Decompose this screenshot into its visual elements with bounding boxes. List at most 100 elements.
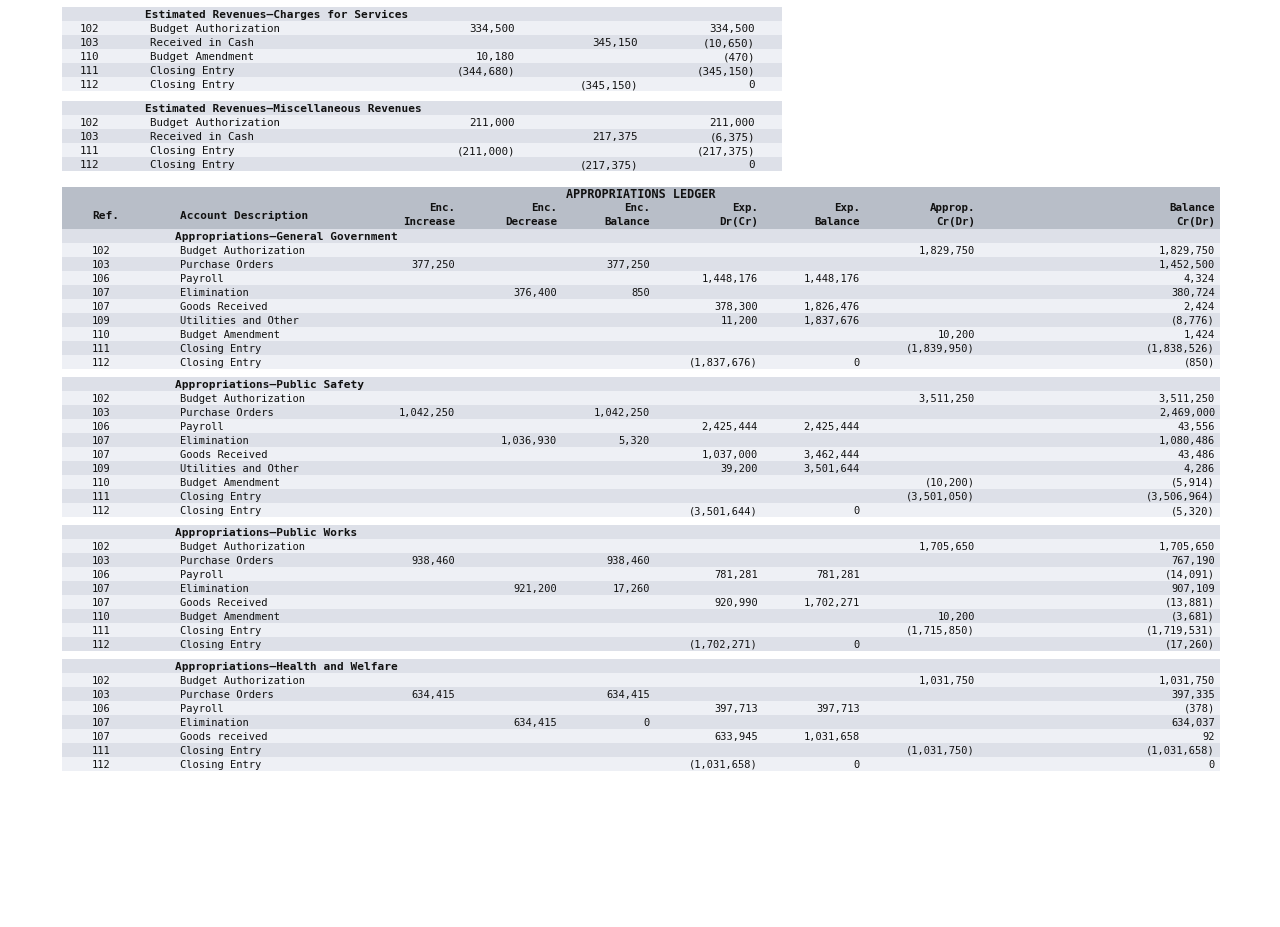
Bar (61, 158, 782, 171)
Bar (61, 286, 1220, 299)
Text: Elimination: Elimination (180, 583, 248, 593)
Text: (344,680): (344,680) (457, 66, 515, 76)
Text: (1,031,658): (1,031,658) (689, 759, 758, 769)
Text: 109: 109 (92, 316, 111, 325)
Text: 39,200: 39,200 (721, 464, 758, 474)
Text: 106: 106 (92, 569, 111, 579)
Bar (61, 50, 782, 64)
Text: 377,250: 377,250 (607, 260, 650, 270)
Text: 106: 106 (92, 422, 111, 432)
Text: 376,400: 376,400 (513, 287, 557, 298)
Text: Budget Authorization: Budget Authorization (150, 118, 280, 128)
Bar (61, 8, 782, 22)
Text: Enc.: Enc. (429, 203, 454, 213)
Bar (61, 540, 1220, 553)
Text: 1,452,500: 1,452,500 (1158, 260, 1215, 270)
Text: 107: 107 (92, 597, 111, 607)
Text: Goods Received: Goods Received (180, 450, 268, 460)
Text: Cr(Dr): Cr(Dr) (936, 217, 975, 227)
Text: Purchase Orders: Purchase Orders (180, 408, 274, 417)
Text: 217,375: 217,375 (593, 132, 637, 142)
Text: Closing Entry: Closing Entry (150, 146, 234, 156)
Text: Elimination: Elimination (180, 436, 248, 446)
Text: 106: 106 (92, 273, 111, 284)
Bar (61, 743, 1220, 757)
Text: (850): (850) (1184, 358, 1215, 368)
Bar (61, 716, 1220, 730)
Bar (61, 202, 1220, 230)
Text: 103: 103 (79, 132, 100, 142)
Text: 107: 107 (92, 731, 111, 742)
Text: Purchase Orders: Purchase Orders (180, 690, 274, 699)
Text: 110: 110 (92, 477, 111, 488)
Bar (61, 462, 1220, 476)
Text: 0: 0 (1208, 759, 1215, 769)
Text: Enc.: Enc. (625, 203, 650, 213)
Text: (1,031,750): (1,031,750) (906, 745, 975, 756)
Text: Budget Authorization: Budget Authorization (150, 24, 280, 34)
Text: Elimination: Elimination (180, 287, 248, 298)
Text: Ref.: Ref. (92, 210, 119, 221)
Text: 103: 103 (92, 690, 111, 699)
Text: 850: 850 (631, 287, 650, 298)
Bar (61, 476, 1220, 489)
Bar (61, 609, 1220, 623)
Bar (61, 526, 1220, 540)
Text: 107: 107 (92, 717, 111, 727)
Text: 107: 107 (92, 287, 111, 298)
Text: 111: 111 (79, 66, 100, 76)
Text: 334,500: 334,500 (470, 24, 515, 34)
Text: Balance: Balance (1170, 203, 1215, 213)
Text: Closing Entry: Closing Entry (180, 745, 261, 756)
Text: 634,415: 634,415 (411, 690, 454, 699)
Text: Closing Entry: Closing Entry (180, 759, 261, 769)
Text: 1,031,750: 1,031,750 (919, 675, 975, 685)
Text: Balance: Balance (814, 217, 860, 227)
Bar (61, 313, 1220, 327)
Text: Goods received: Goods received (180, 731, 268, 742)
Text: Budget Amendment: Budget Amendment (180, 477, 280, 488)
Text: 345,150: 345,150 (593, 38, 637, 48)
Text: 938,460: 938,460 (607, 555, 650, 565)
Text: 1,829,750: 1,829,750 (1158, 246, 1215, 256)
Bar (61, 342, 1220, 356)
Text: 634,415: 634,415 (607, 690, 650, 699)
Text: 3,501,644: 3,501,644 (804, 464, 860, 474)
Text: 0: 0 (854, 505, 860, 515)
Text: (1,719,531): (1,719,531) (1147, 626, 1215, 635)
Bar (61, 22, 782, 36)
Text: Balance: Balance (604, 217, 650, 227)
Bar (61, 595, 1220, 609)
Text: 907,109: 907,109 (1171, 583, 1215, 593)
Text: 0: 0 (854, 358, 860, 368)
Text: Closing Entry: Closing Entry (150, 66, 234, 76)
Text: Closing Entry: Closing Entry (180, 640, 261, 649)
Text: (5,320): (5,320) (1171, 505, 1215, 515)
Text: (3,681): (3,681) (1171, 611, 1215, 621)
Text: 2,469,000: 2,469,000 (1158, 408, 1215, 417)
Text: 0: 0 (854, 759, 860, 769)
Text: (5,914): (5,914) (1171, 477, 1215, 488)
Text: 10,200: 10,200 (937, 330, 975, 339)
Text: Appropriations–Public Works: Appropriations–Public Works (175, 527, 357, 538)
Bar (61, 581, 1220, 595)
Text: 110: 110 (92, 611, 111, 621)
Text: Dr(Cr): Dr(Cr) (719, 217, 758, 227)
Text: 112: 112 (79, 80, 100, 90)
Text: (378): (378) (1184, 704, 1215, 713)
Text: Exp.: Exp. (835, 203, 860, 213)
Text: Budget Authorization: Budget Authorization (180, 541, 305, 552)
Text: Estimated Revenues–Charges for Services: Estimated Revenues–Charges for Services (145, 10, 408, 20)
Text: 43,556: 43,556 (1178, 422, 1215, 432)
Text: (8,776): (8,776) (1171, 316, 1215, 325)
Text: 2,424: 2,424 (1184, 301, 1215, 311)
Text: 1,448,176: 1,448,176 (804, 273, 860, 284)
Text: 10,200: 10,200 (937, 611, 975, 621)
Text: 1,042,250: 1,042,250 (399, 408, 454, 417)
Text: Budget Authorization: Budget Authorization (180, 675, 305, 685)
Bar (61, 64, 782, 78)
Text: Budget Amendment: Budget Amendment (180, 330, 280, 339)
Text: 109: 109 (92, 464, 111, 474)
Bar (61, 687, 1220, 701)
Text: Increase: Increase (403, 217, 454, 227)
